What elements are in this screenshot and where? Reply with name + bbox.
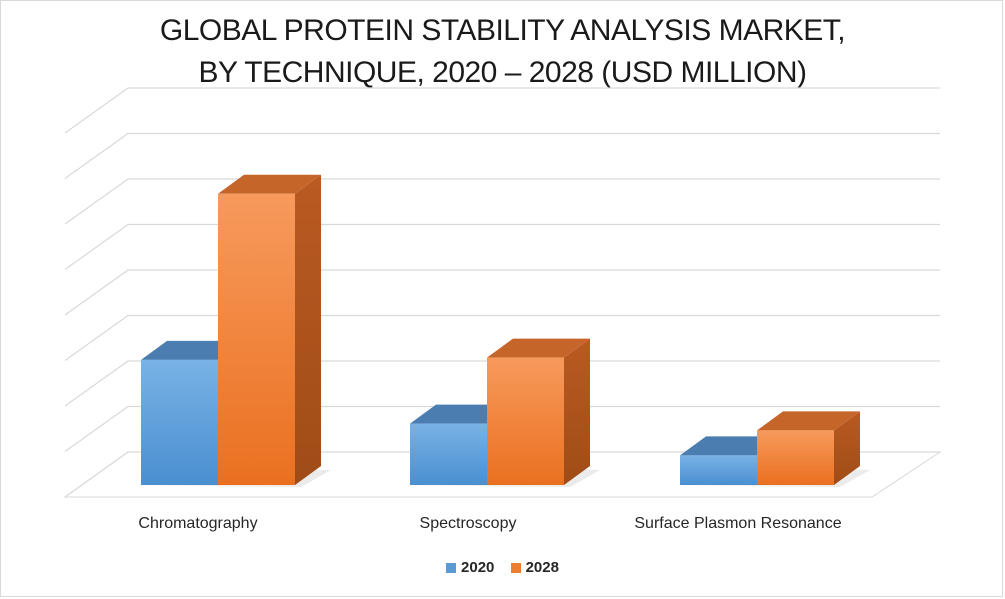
bar-2028-chromatography [218,174,321,486]
chart-floor [63,451,942,498]
legend: 2020 2028 [0,559,1005,577]
bar-2028-spectroscopy [487,338,590,485]
legend-label-2020: 2020 [461,559,495,576]
gridline [64,223,940,270]
gridline [64,405,940,452]
category-label: Surface Plasmon Resonance [634,515,841,532]
gridlines [63,87,942,498]
bars [141,174,870,487]
bar-2028-surface-plasmon-resonance [757,411,860,485]
gridline [64,269,940,316]
category-label: Spectroscopy [420,515,517,532]
category-label: Chromatography [138,515,257,532]
chart-title: GLOBAL PROTEIN STABILITY ANALYSIS MARKET… [0,10,1005,94]
chart-title-line-1: GLOBAL PROTEIN STABILITY ANALYSIS MARKET… [159,14,846,47]
gridline [64,132,940,179]
gridline [64,314,940,361]
category-labels: Chromatography Spectroscopy Surface Plasmo… [138,515,841,532]
gridline [64,360,940,407]
gridline [64,87,940,134]
legend-item-2028: 2028 [510,559,559,576]
legend-item-2020: 2020 [446,559,494,576]
gridline [64,178,940,225]
chart-title-line-2: BY TECHNIQUE, 2020 – 2028 (USD MILLION) [198,56,807,89]
legend-swatch-2020 [446,562,457,573]
legend-label-2028: 2028 [525,559,559,576]
legend-swatch-2028 [510,562,521,573]
